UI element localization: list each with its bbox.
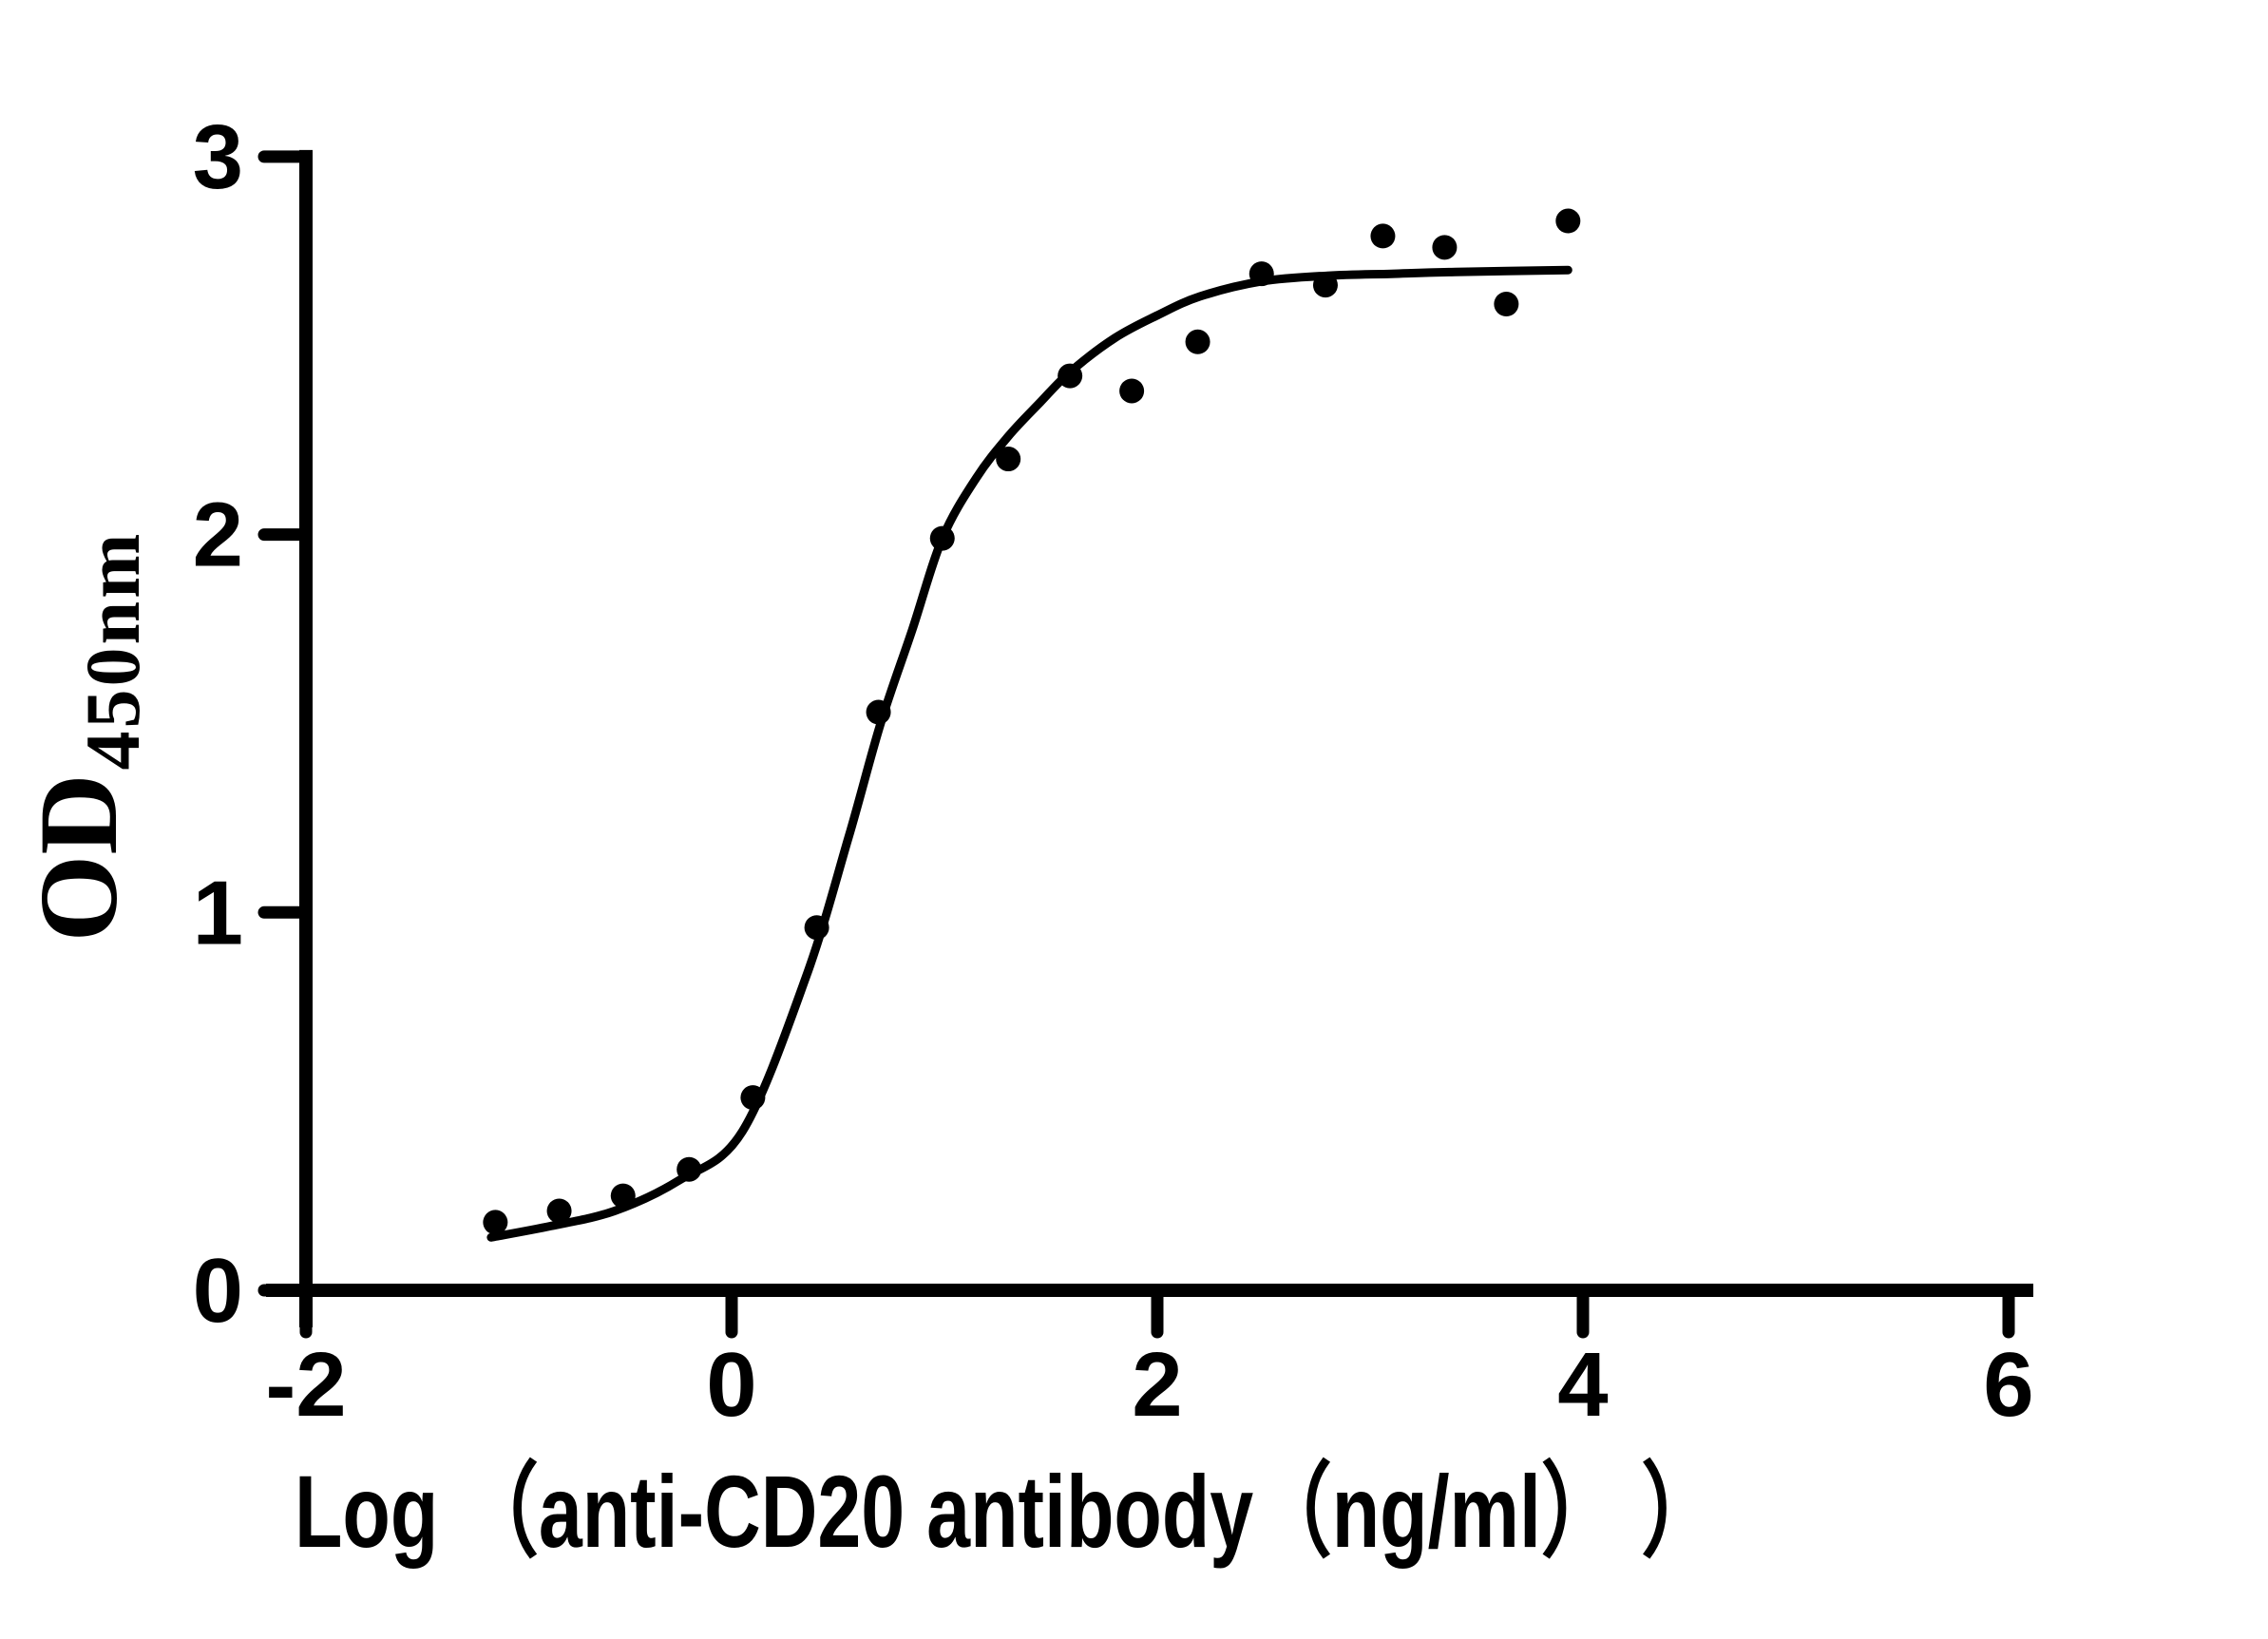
scatter-point (1248, 261, 1274, 287)
y-axis-title-base: OD (16, 773, 141, 942)
y-axis-title-subscript: 450nm (69, 531, 156, 771)
x-axis-title: Log （anti-CD20 antibody（ng/ml） ） (295, 1454, 1720, 1569)
data-points (483, 208, 1581, 1235)
scatter-point (1058, 363, 1083, 389)
scatter-point (1555, 208, 1581, 234)
scatter-point (740, 1085, 766, 1111)
x-tick-label: 0 (706, 1334, 756, 1436)
scatter-point (1119, 378, 1145, 404)
axes (266, 149, 2033, 1327)
fit-curve (486, 265, 1572, 1242)
y-tick-label: 3 (193, 106, 243, 208)
y-tick-label: 0 (193, 1240, 243, 1342)
scatter-point (1185, 329, 1210, 354)
x-tick-label: 4 (1557, 1334, 1608, 1436)
scatter-point (677, 1156, 702, 1182)
scatter-point (1494, 292, 1519, 317)
y-tick-label: 2 (193, 485, 243, 586)
x-tick-label: 6 (1983, 1334, 2033, 1436)
scatter-point (1370, 223, 1396, 249)
scatter-point (1312, 273, 1338, 298)
scatter-point (483, 1210, 508, 1235)
x-tick-label: -2 (265, 1334, 346, 1436)
sigmoid-fit-path (486, 265, 1572, 1242)
axis-ticks (257, 150, 2015, 1339)
scatter-point (929, 525, 955, 551)
scatter-point (996, 447, 1021, 472)
y-axis-title: OD 450nm (16, 531, 156, 943)
scatter-point (610, 1183, 636, 1209)
scatter-point (804, 915, 829, 941)
scatter-point (546, 1198, 572, 1224)
y-tick-label: 1 (193, 862, 243, 963)
x-tick-label: 2 (1132, 1334, 1182, 1436)
scatter-point (1432, 235, 1458, 260)
scatter-point (866, 699, 891, 725)
